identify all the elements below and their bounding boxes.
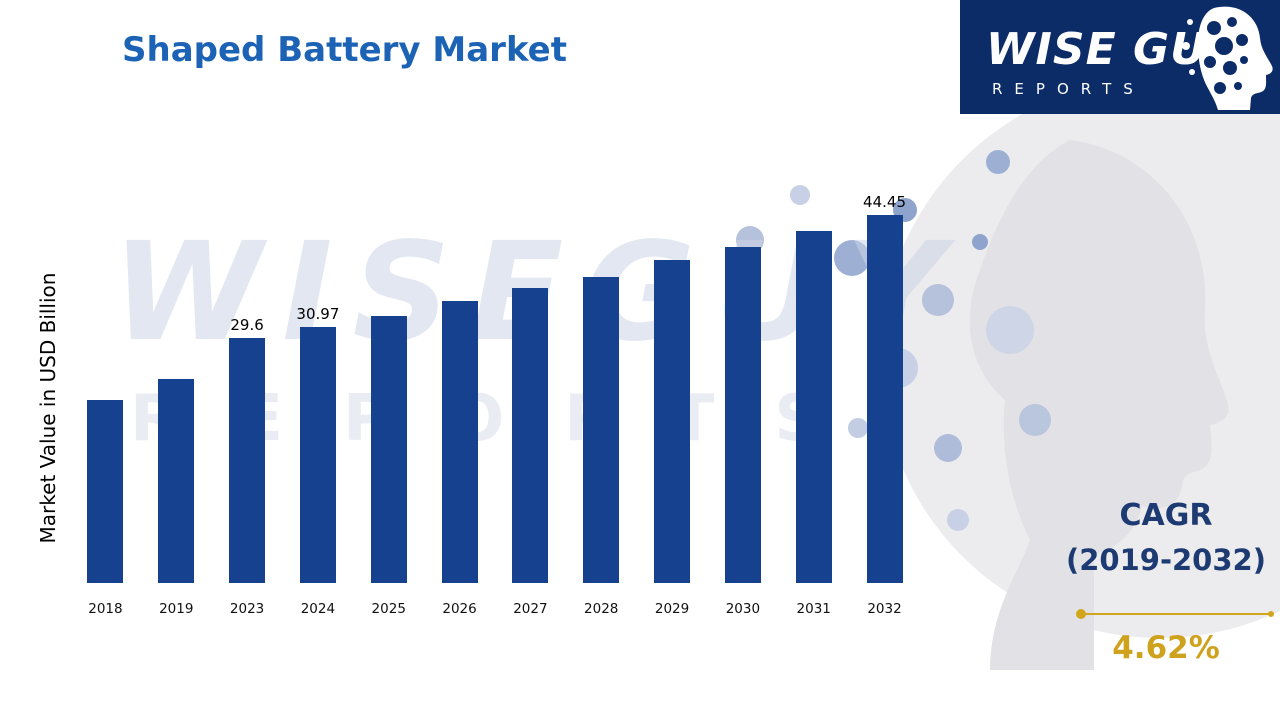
bar <box>299 327 336 583</box>
bar-column <box>778 188 849 583</box>
x-axis: 2018 2019 2023 2024 2025 2026 2027 2028 2029 2030… <box>70 594 920 620</box>
bar <box>795 231 832 583</box>
bar <box>654 260 691 583</box>
cagr-label: CAGR <box>1119 498 1213 533</box>
face-silhouette-watermark <box>969 140 1229 670</box>
bar <box>158 379 195 583</box>
bar-column <box>566 188 637 583</box>
bar <box>583 277 620 583</box>
cagr-value: 4.62% <box>1112 630 1220 666</box>
brand-logo: WISE GUY REPORTS <box>960 0 1280 114</box>
brand-name: WISE GUY <box>986 24 1240 75</box>
bar-column <box>424 188 495 583</box>
bar-column: 30.97 <box>282 188 353 583</box>
bar <box>866 215 903 583</box>
bar-value-label: 44.45 <box>863 193 906 211</box>
bar-column <box>141 188 212 583</box>
head-profile-icon <box>1182 6 1273 110</box>
y-axis-label: Market Value in USD Billion <box>36 272 60 544</box>
x-axis-label: 2023 <box>229 601 265 617</box>
cagr-range: (2019-2032) <box>1066 543 1266 577</box>
x-axis-label: 2032 <box>867 601 902 617</box>
bar <box>724 247 761 583</box>
bar <box>229 338 266 583</box>
bar-value-label: 30.97 <box>296 305 340 323</box>
x-axis-label: 2018 <box>88 601 123 617</box>
x-axis-label: 2025 <box>371 601 406 617</box>
bar <box>441 301 478 583</box>
bar-column <box>495 188 566 583</box>
x-axis-label: 2027 <box>513 601 548 617</box>
brand-subtitle: REPORTS <box>992 80 1145 98</box>
bar-chart: 29.6 30.97 44.45 2018 2019 2023 2024 2025 2026 2… <box>70 168 920 620</box>
x-axis-label: 2029 <box>654 601 690 617</box>
x-axis-label: 2026 <box>442 601 477 617</box>
bar-column <box>70 188 141 583</box>
x-axis-label: 2031 <box>796 601 831 617</box>
bar-column <box>353 188 424 583</box>
page-title: Shaped Battery Market <box>122 30 567 70</box>
gold-divider-line <box>1076 609 1274 619</box>
bar-column: 29.6 <box>212 188 283 583</box>
x-axis-label: 2024 <box>300 601 336 617</box>
cagr-block: CAGR (2019-2032) <box>1052 498 1280 577</box>
x-axis-label: 2030 <box>725 601 761 617</box>
x-axis-label: 2028 <box>584 601 619 617</box>
bar <box>370 316 407 583</box>
bars: 29.6 30.97 44.45 <box>70 188 920 583</box>
bar <box>87 400 124 583</box>
x-axis-label: 2019 <box>159 601 194 617</box>
bar-column: 44.45 <box>849 188 920 583</box>
bar-column <box>637 188 708 583</box>
bar-column <box>707 188 778 583</box>
bar-value-label: 29.6 <box>230 316 264 334</box>
bar <box>512 288 549 583</box>
